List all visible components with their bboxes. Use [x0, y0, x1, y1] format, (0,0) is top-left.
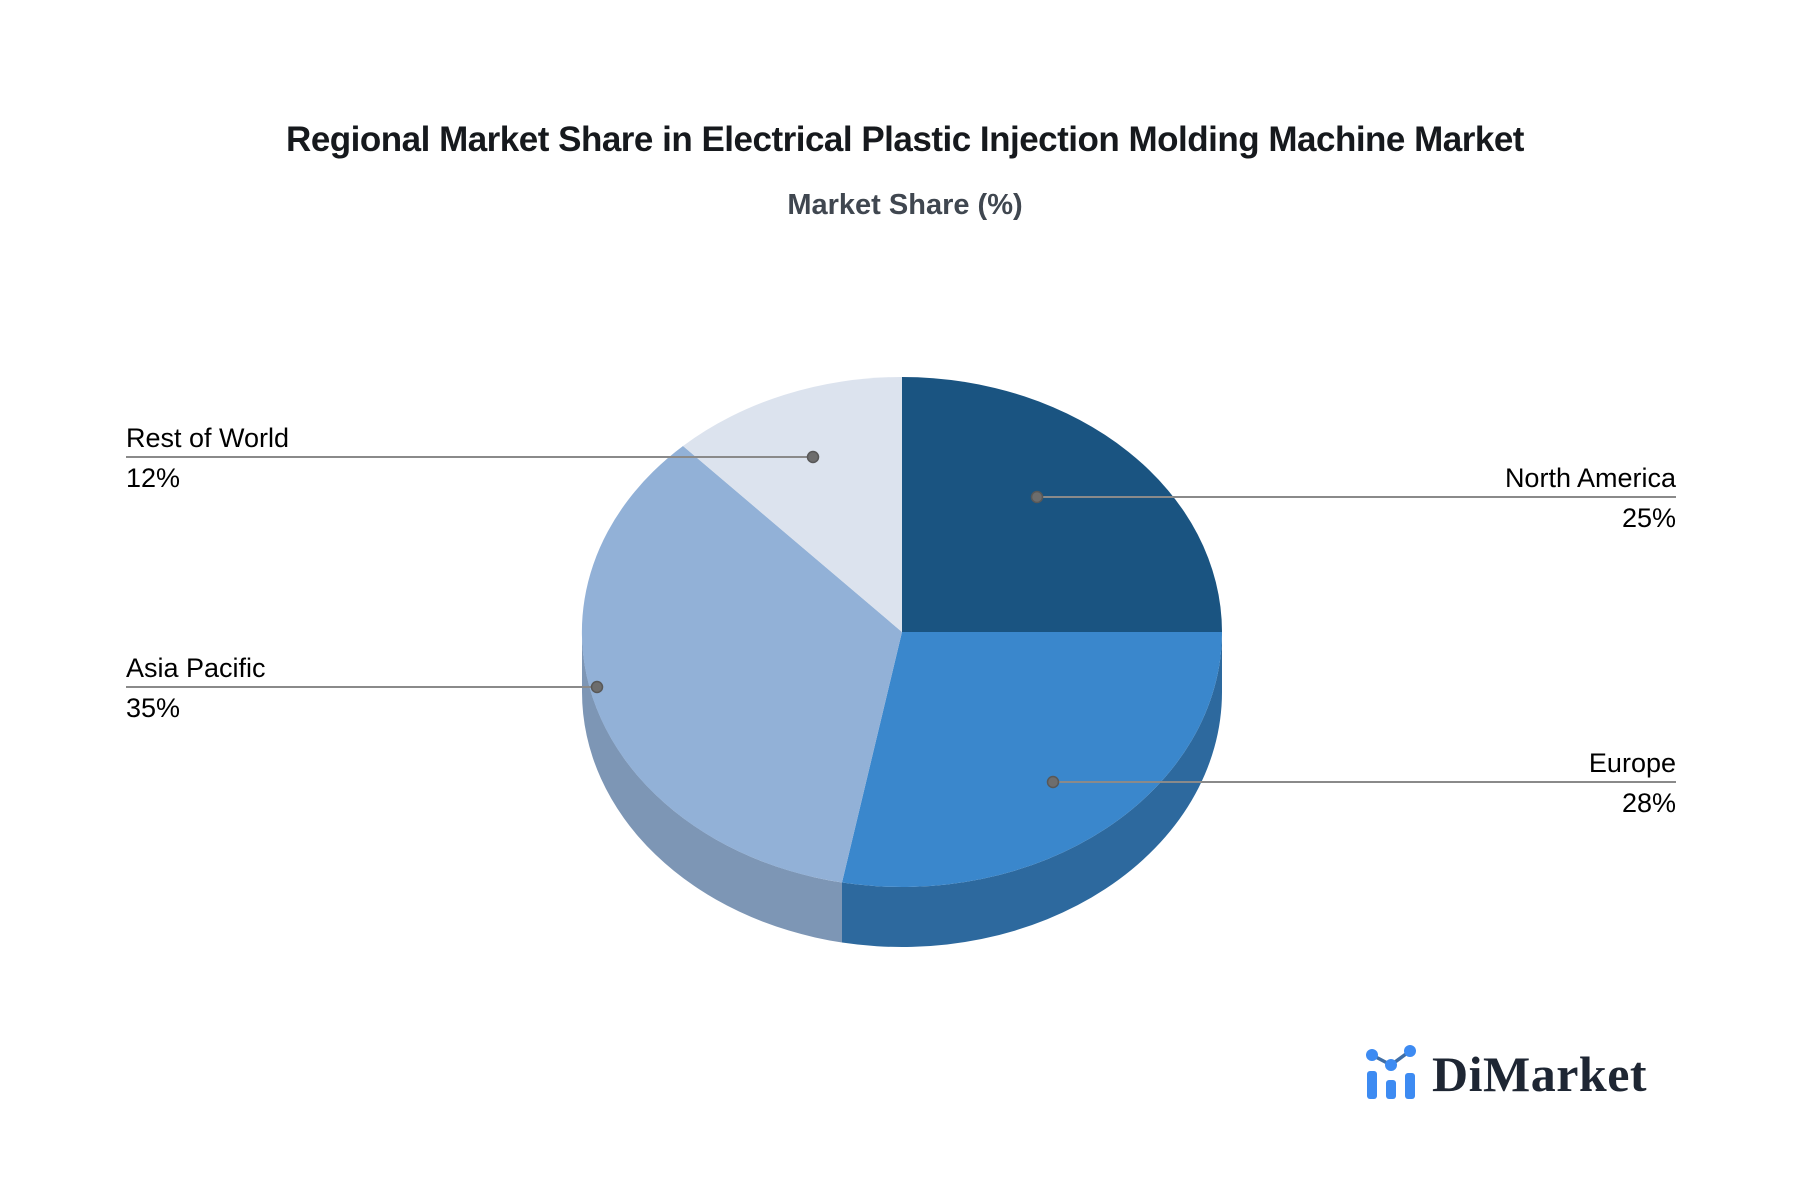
pie-slice-asia-pacific — [581, 446, 902, 883]
slice-value-rest-of-world: 12% — [126, 463, 181, 493]
leader-lines — [126, 456, 1676, 783]
slice-label-north-america: North America — [1504, 463, 1676, 493]
brand-logo: DiMarket — [1362, 1040, 1647, 1102]
pie-rim-asia-pacific — [582, 632, 842, 943]
chart-subtitle: Market Share (%) — [787, 189, 1023, 221]
slice-label-asia-pacific: Asia Pacific — [126, 653, 266, 683]
leader-dot-north-america — [1030, 490, 1044, 504]
bar-line-chart-icon — [1366, 1045, 1416, 1099]
leader-dot-asia-pacific — [590, 680, 604, 694]
brand-name: DiMarket — [1432, 1046, 1648, 1102]
leader-dots — [590, 450, 1060, 789]
pie-slice-rest-of-world — [683, 376, 902, 632]
slice-value-north-america: 25% — [1621, 503, 1676, 533]
pie-rim-europe — [842, 632, 1222, 948]
slice-value-asia-pacific: 35% — [126, 693, 181, 723]
slice-value-europe: 28% — [1621, 788, 1676, 818]
pie-slice-north-america — [902, 377, 1222, 632]
pie-slice-europe — [842, 632, 1222, 888]
leader-dot-europe — [1046, 775, 1060, 789]
slice-label-europe: Europe — [1588, 748, 1676, 778]
slice-label-rest-of-world: Rest of World — [126, 423, 290, 453]
chart-title: Regional Market Share in Electrical Plas… — [286, 120, 1524, 159]
leader-dot-rest-of-world — [806, 450, 820, 464]
